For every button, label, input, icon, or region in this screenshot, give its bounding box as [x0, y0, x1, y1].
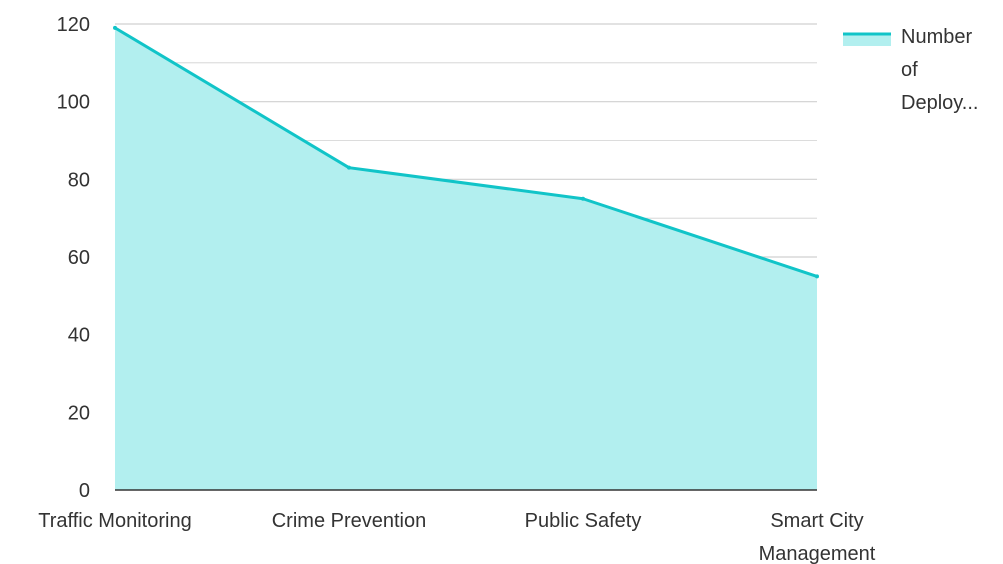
data-point-crime-prevention[interactable]: [347, 165, 351, 170]
x-axis: Traffic Monitoring Crime Prevention Public…: [38, 510, 876, 564]
legend-label-line-1: Number: [901, 26, 972, 48]
x-tick-label: Traffic Monitoring: [38, 510, 191, 532]
legend-label-line-2: of: [901, 59, 918, 81]
x-tick-label: Smart City: [770, 510, 863, 532]
data-point-smart-city-management[interactable]: [815, 274, 819, 279]
series-area-fill: [115, 27, 817, 491]
series-line: [114, 26, 818, 278]
y-axis: 0 20 40 60 80 100 120: [57, 14, 90, 502]
y-tick-label: 60: [68, 247, 90, 269]
data-point-public-safety[interactable]: [581, 196, 585, 201]
y-tick-label: 120: [57, 14, 90, 36]
legend-swatch-fill: [843, 34, 891, 46]
x-tick-label: Crime Prevention: [272, 510, 427, 532]
y-tick-label: 40: [68, 325, 90, 347]
legend-label-line-3: Deploy...: [901, 92, 978, 114]
x-tick-label: Public Safety: [525, 510, 642, 532]
data-point-traffic-monitoring[interactable]: [113, 25, 117, 30]
y-tick-label: 0: [79, 480, 90, 502]
y-tick-label: 100: [57, 92, 90, 114]
y-tick-label: 20: [68, 402, 90, 424]
y-tick-label: 80: [68, 169, 90, 191]
x-tick-label: Management: [759, 543, 876, 564]
legend[interactable]: Number of Deploy...: [843, 26, 978, 114]
series-area: [113, 25, 819, 491]
